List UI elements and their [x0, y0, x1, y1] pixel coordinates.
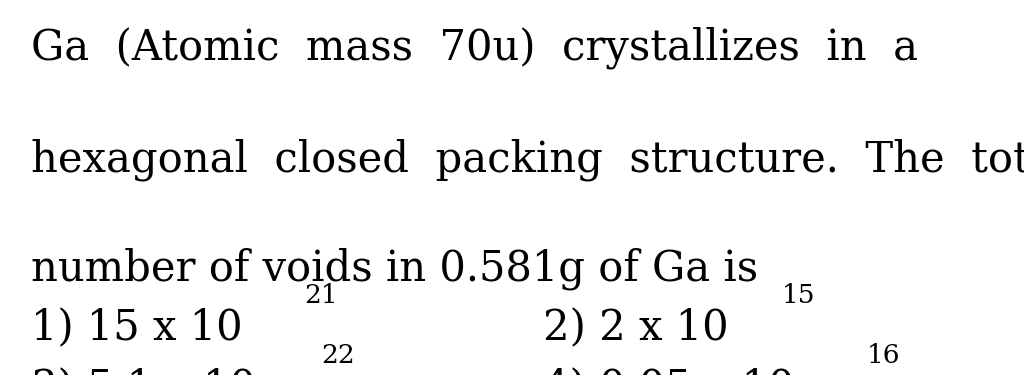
Text: number of voids in 0.581g of Ga is: number of voids in 0.581g of Ga is [31, 248, 758, 290]
Text: 4) 0.05 x 10: 4) 0.05 x 10 [543, 368, 795, 375]
Text: hexagonal  closed  packing  structure.  The  total: hexagonal closed packing structure. The … [31, 139, 1024, 181]
Text: 15: 15 [782, 283, 816, 308]
Text: 1) 15 x 10: 1) 15 x 10 [31, 308, 243, 350]
Text: 22: 22 [321, 343, 354, 368]
Text: Ga  (Atomic  mass  70u)  crystallizes  in  a: Ga (Atomic mass 70u) crystallizes in a [31, 26, 918, 69]
Text: 21: 21 [304, 283, 338, 308]
Text: 3) 5.1 x 10: 3) 5.1 x 10 [31, 368, 256, 375]
Text: 2) 2 x 10: 2) 2 x 10 [543, 308, 728, 350]
Text: 16: 16 [867, 343, 901, 368]
